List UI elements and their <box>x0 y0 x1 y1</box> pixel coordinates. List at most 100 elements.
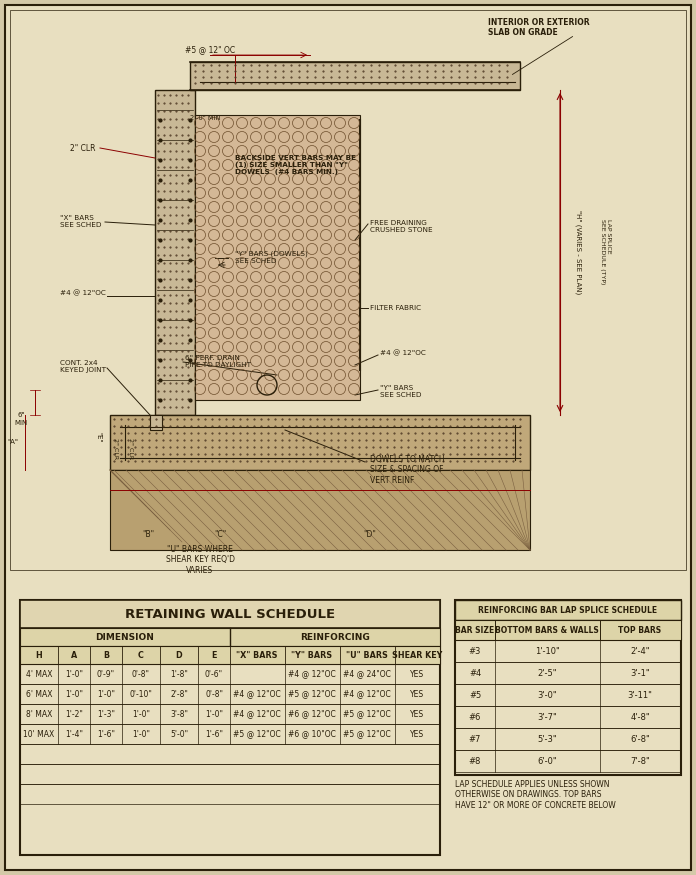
Text: "X" BARS: "X" BARS <box>236 650 278 660</box>
Text: #5 @ 12" OC: #5 @ 12" OC <box>185 46 235 54</box>
Bar <box>455 706 681 728</box>
Text: 1'-8": 1'-8" <box>170 669 188 678</box>
Text: YES: YES <box>410 730 424 738</box>
Text: DIMENSION: DIMENSION <box>95 633 155 641</box>
Text: 10' MAX: 10' MAX <box>24 730 54 738</box>
Text: "Y" BARS (DOWELS)
SEE SCHED: "Y" BARS (DOWELS) SEE SCHED <box>235 250 308 263</box>
Text: BACKSIDE VERT BARS MAY BE
(1) SIZE SMALLER THAN "Y"
DOWELS  (#4 BARS MIN.): BACKSIDE VERT BARS MAY BE (1) SIZE SMALL… <box>235 155 356 175</box>
Bar <box>455 640 681 662</box>
Text: 2" CLR: 2" CLR <box>70 144 95 152</box>
Text: "U" BARS WHERE
SHEAR KEY REQ'D
VARIES: "U" BARS WHERE SHEAR KEY REQ'D VARIES <box>166 545 235 575</box>
Text: "C": "C" <box>214 530 226 539</box>
Text: 1'-0": 1'-0" <box>205 710 223 718</box>
Bar <box>195 115 360 400</box>
Text: 6'-8": 6'-8" <box>630 734 650 744</box>
Text: 8' MAX: 8' MAX <box>26 710 52 718</box>
Text: 3'-7": 3'-7" <box>537 712 557 722</box>
Bar <box>455 620 681 640</box>
Bar <box>20 784 440 804</box>
Text: #5 @ 12"OC: #5 @ 12"OC <box>288 690 336 698</box>
Text: #6: #6 <box>469 712 481 722</box>
Bar <box>110 415 530 470</box>
Text: #4 @ 12"OC: #4 @ 12"OC <box>60 290 106 297</box>
Text: 3'-0": 3'-0" <box>537 690 557 699</box>
Text: FILTER FABRIC: FILTER FABRIC <box>370 305 421 311</box>
Bar <box>455 662 681 684</box>
Text: 2'-0" MIN: 2'-0" MIN <box>190 115 220 121</box>
Text: 2" CLR: 2" CLR <box>113 438 118 459</box>
Text: 7'-8": 7'-8" <box>630 757 650 766</box>
Text: #4 @ 12"OC: #4 @ 12"OC <box>233 690 281 698</box>
Bar <box>20 600 440 628</box>
Text: #5: #5 <box>469 690 481 699</box>
Bar <box>455 684 681 706</box>
Text: #5 @ 12"OC: #5 @ 12"OC <box>233 730 281 738</box>
Text: 1'-3": 1'-3" <box>97 710 115 718</box>
Bar <box>20 684 440 704</box>
Text: REINFORCING: REINFORCING <box>300 633 370 641</box>
Text: #4 @ 24"OC: #4 @ 24"OC <box>343 669 391 678</box>
Bar <box>20 744 440 764</box>
Text: 4' MAX: 4' MAX <box>26 669 52 678</box>
Bar <box>20 704 440 724</box>
Text: "U" BARS: "U" BARS <box>346 650 388 660</box>
Text: 1'-6": 1'-6" <box>97 730 115 738</box>
Text: 6": 6" <box>18 412 26 418</box>
Text: #6 @ 12"OC: #6 @ 12"OC <box>288 710 336 718</box>
Bar <box>110 470 530 550</box>
Bar <box>190 62 520 90</box>
Text: B: B <box>103 650 109 660</box>
Bar <box>455 600 681 775</box>
Text: 1'-2": 1'-2" <box>65 710 83 718</box>
Text: TOP BARS: TOP BARS <box>619 626 662 634</box>
Bar <box>455 600 681 620</box>
Bar <box>20 600 440 855</box>
Text: FREE DRAINING
CRUSHED STONE: FREE DRAINING CRUSHED STONE <box>370 220 433 233</box>
Text: "A": "A" <box>7 439 18 445</box>
Text: "E": "E" <box>95 432 101 443</box>
Text: SHEAR KEY: SHEAR KEY <box>392 650 442 660</box>
Text: #3: #3 <box>469 647 481 655</box>
Text: 1'-0": 1'-0" <box>65 690 83 698</box>
Text: 3'-8": 3'-8" <box>170 710 188 718</box>
Text: 2'-4": 2'-4" <box>631 647 650 655</box>
Bar <box>20 646 440 664</box>
Text: E: E <box>212 650 216 660</box>
Text: "B": "B" <box>142 530 154 539</box>
Text: #4 @ 12"OC: #4 @ 12"OC <box>380 350 426 356</box>
Text: #5 @ 12"OC: #5 @ 12"OC <box>343 710 391 718</box>
Text: 0'-10": 0'-10" <box>129 690 152 698</box>
Text: YES: YES <box>410 710 424 718</box>
Text: H: H <box>35 650 42 660</box>
Text: 0'-9": 0'-9" <box>97 669 115 678</box>
Text: #4: #4 <box>469 668 481 677</box>
Text: DOWELS TO MATCH
SIZE & SPACING OF
VERT REINF: DOWELS TO MATCH SIZE & SPACING OF VERT R… <box>370 455 445 485</box>
Bar <box>10 10 686 570</box>
Text: 4'-8": 4'-8" <box>630 712 650 722</box>
Text: 6'-0": 6'-0" <box>537 757 557 766</box>
Bar <box>20 764 440 784</box>
Text: REINFORCING BAR LAP SPLICE SCHEDULE: REINFORCING BAR LAP SPLICE SCHEDULE <box>478 606 658 614</box>
Text: "D": "D" <box>363 530 377 539</box>
Text: 1'-10": 1'-10" <box>535 647 560 655</box>
Text: 1'-0": 1'-0" <box>132 730 150 738</box>
Bar <box>455 728 681 750</box>
Text: 0'-8": 0'-8" <box>132 669 150 678</box>
Text: 1'-6": 1'-6" <box>205 730 223 738</box>
Text: 1'-4": 1'-4" <box>65 730 83 738</box>
Text: MIN: MIN <box>14 420 27 426</box>
Text: CONT. 2x4
KEYED JOINT: CONT. 2x4 KEYED JOINT <box>60 360 106 373</box>
Bar <box>155 90 195 415</box>
Text: 3'-11": 3'-11" <box>628 690 652 699</box>
Text: 6" PERF. DRAIN
PIPE TO DAYLIGHT: 6" PERF. DRAIN PIPE TO DAYLIGHT <box>185 355 251 368</box>
Text: #6 @ 10"OC: #6 @ 10"OC <box>288 730 336 738</box>
Text: #8: #8 <box>469 757 481 766</box>
Text: #5 @ 12"OC: #5 @ 12"OC <box>343 730 391 738</box>
Text: 0'-6": 0'-6" <box>205 669 223 678</box>
Text: LAP SPLICE
SEE SCHEDULE (TYP): LAP SPLICE SEE SCHEDULE (TYP) <box>600 220 611 284</box>
Text: 3'-1": 3'-1" <box>630 668 650 677</box>
Text: "Y" BARS
SEE SCHED: "Y" BARS SEE SCHED <box>380 385 422 398</box>
Text: 5'-3": 5'-3" <box>537 734 557 744</box>
Text: LAP SCHEDULE APPLIES UNLESS SHOWN
OTHERWISE ON DRAWINGS. TOP BARS
HAVE 12" OR MO: LAP SCHEDULE APPLIES UNLESS SHOWN OTHERW… <box>455 780 616 809</box>
Text: C: C <box>138 650 144 660</box>
